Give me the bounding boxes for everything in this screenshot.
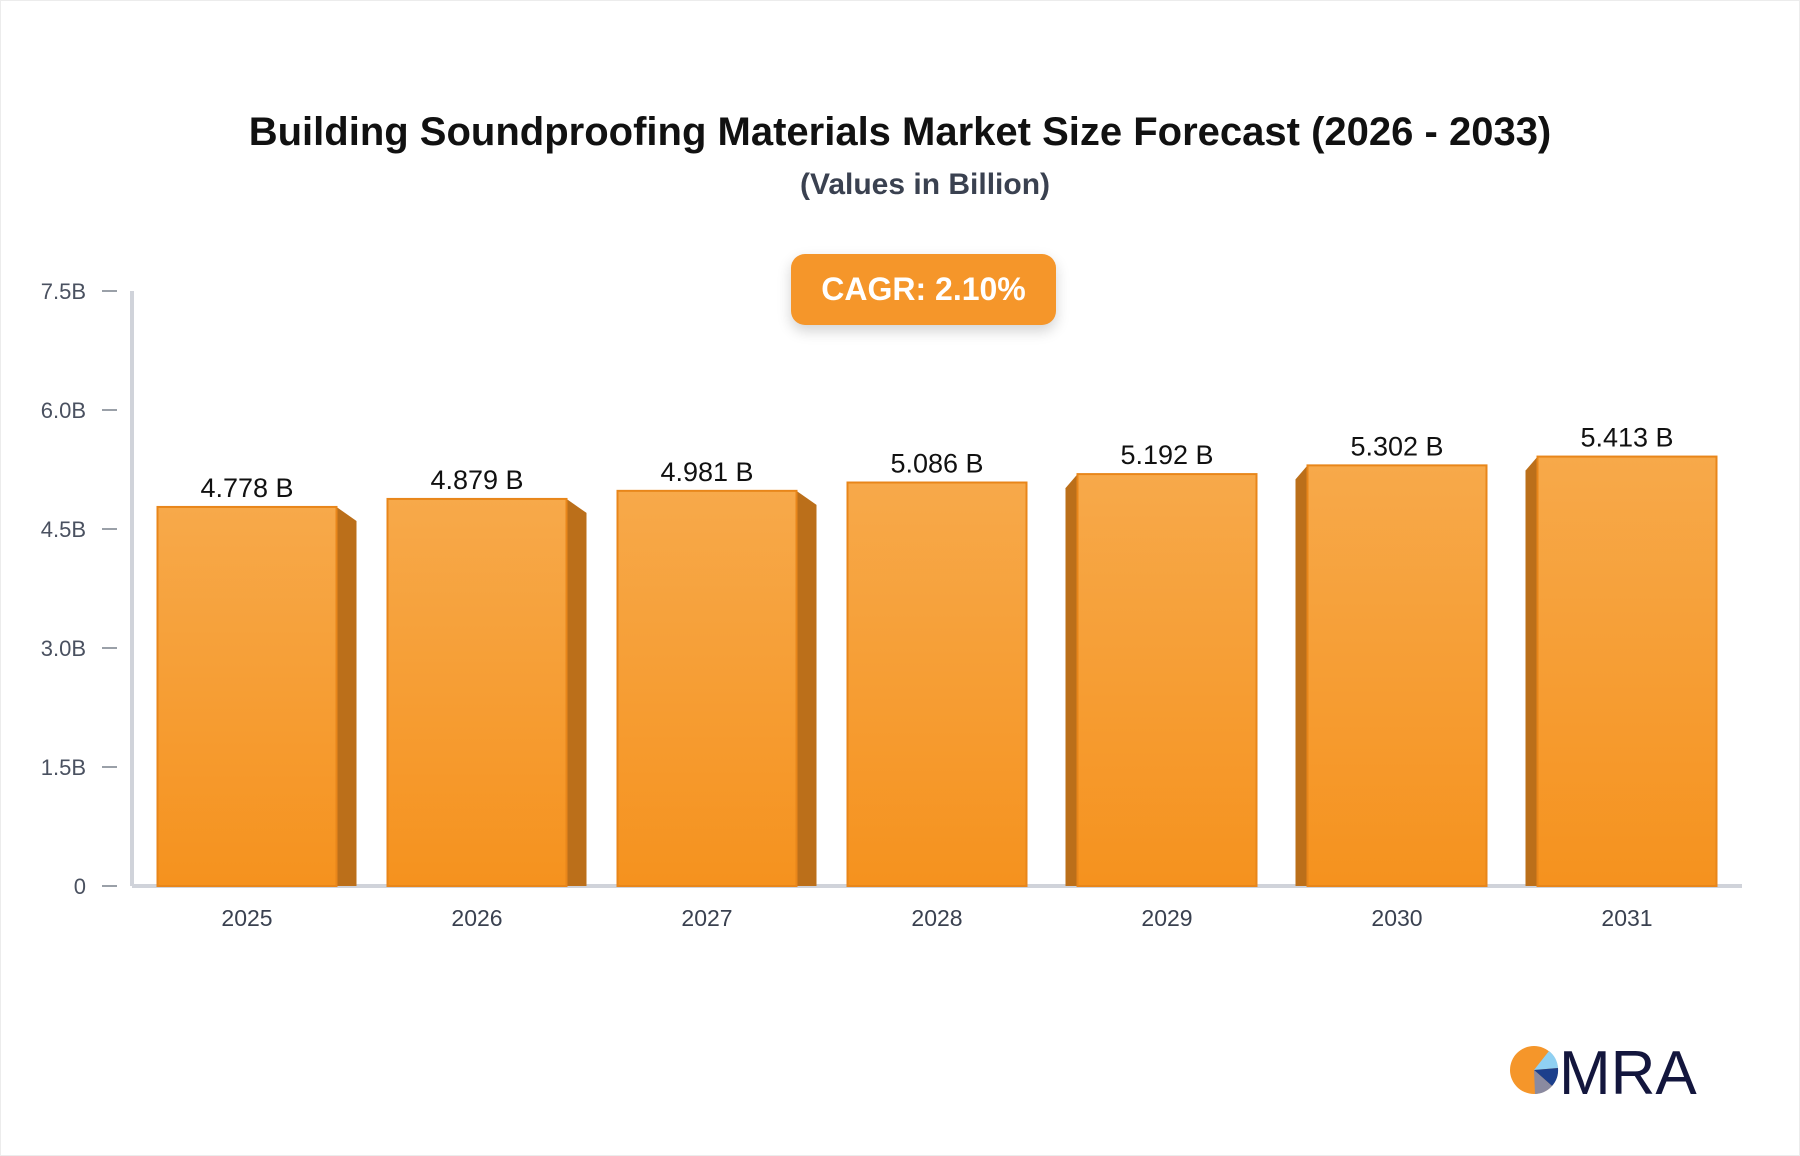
bar-side <box>796 490 817 886</box>
x-tick-label: 2025 <box>221 905 272 931</box>
data-label: 4.879 B <box>430 465 523 495</box>
bar-side <box>1525 456 1538 886</box>
data-label: 5.302 B <box>1350 431 1443 461</box>
y-tick-label: 0 <box>74 874 86 899</box>
chart-title: Building Soundproofing Materials Market … <box>248 110 1552 154</box>
data-label: 5.413 B <box>1580 423 1673 453</box>
bar-side <box>1295 465 1308 886</box>
data-label: 5.086 B <box>890 449 983 479</box>
bar <box>616 489 798 887</box>
data-label: 4.981 B <box>660 457 753 487</box>
y-tick-label: 3.0B <box>41 636 86 661</box>
bar-side <box>1065 474 1078 886</box>
bar <box>1306 464 1488 887</box>
x-tick-label: 2028 <box>911 905 962 931</box>
bar <box>1076 473 1258 887</box>
x-tick-label: 2031 <box>1601 905 1652 931</box>
bar-side <box>566 498 587 886</box>
y-tick-label: 7.5B <box>41 279 86 304</box>
logo-text: MRA <box>1559 1039 1697 1102</box>
x-tick-label: 2026 <box>451 905 502 931</box>
chart-subtitle: (Values in Billion) <box>799 168 1051 201</box>
mra-logo: MRA <box>1510 1039 1697 1102</box>
data-label: 4.778 B <box>200 473 293 503</box>
x-tick-label: 2027 <box>681 905 732 931</box>
y-tick-label: 4.5B <box>41 517 86 542</box>
y-tick-label: 1.5B <box>41 755 86 780</box>
data-label: 5.192 B <box>1120 440 1213 470</box>
bar <box>386 497 568 887</box>
bar <box>156 505 338 887</box>
bar <box>846 481 1028 887</box>
bar <box>1536 455 1718 887</box>
x-tick-label: 2029 <box>1141 905 1192 931</box>
y-tick-label: 6.0B <box>41 398 86 423</box>
cagr-badge: CAGR: 2.10% <box>791 254 1056 325</box>
x-tick-label: 2030 <box>1371 905 1422 931</box>
bar-side <box>336 506 357 886</box>
